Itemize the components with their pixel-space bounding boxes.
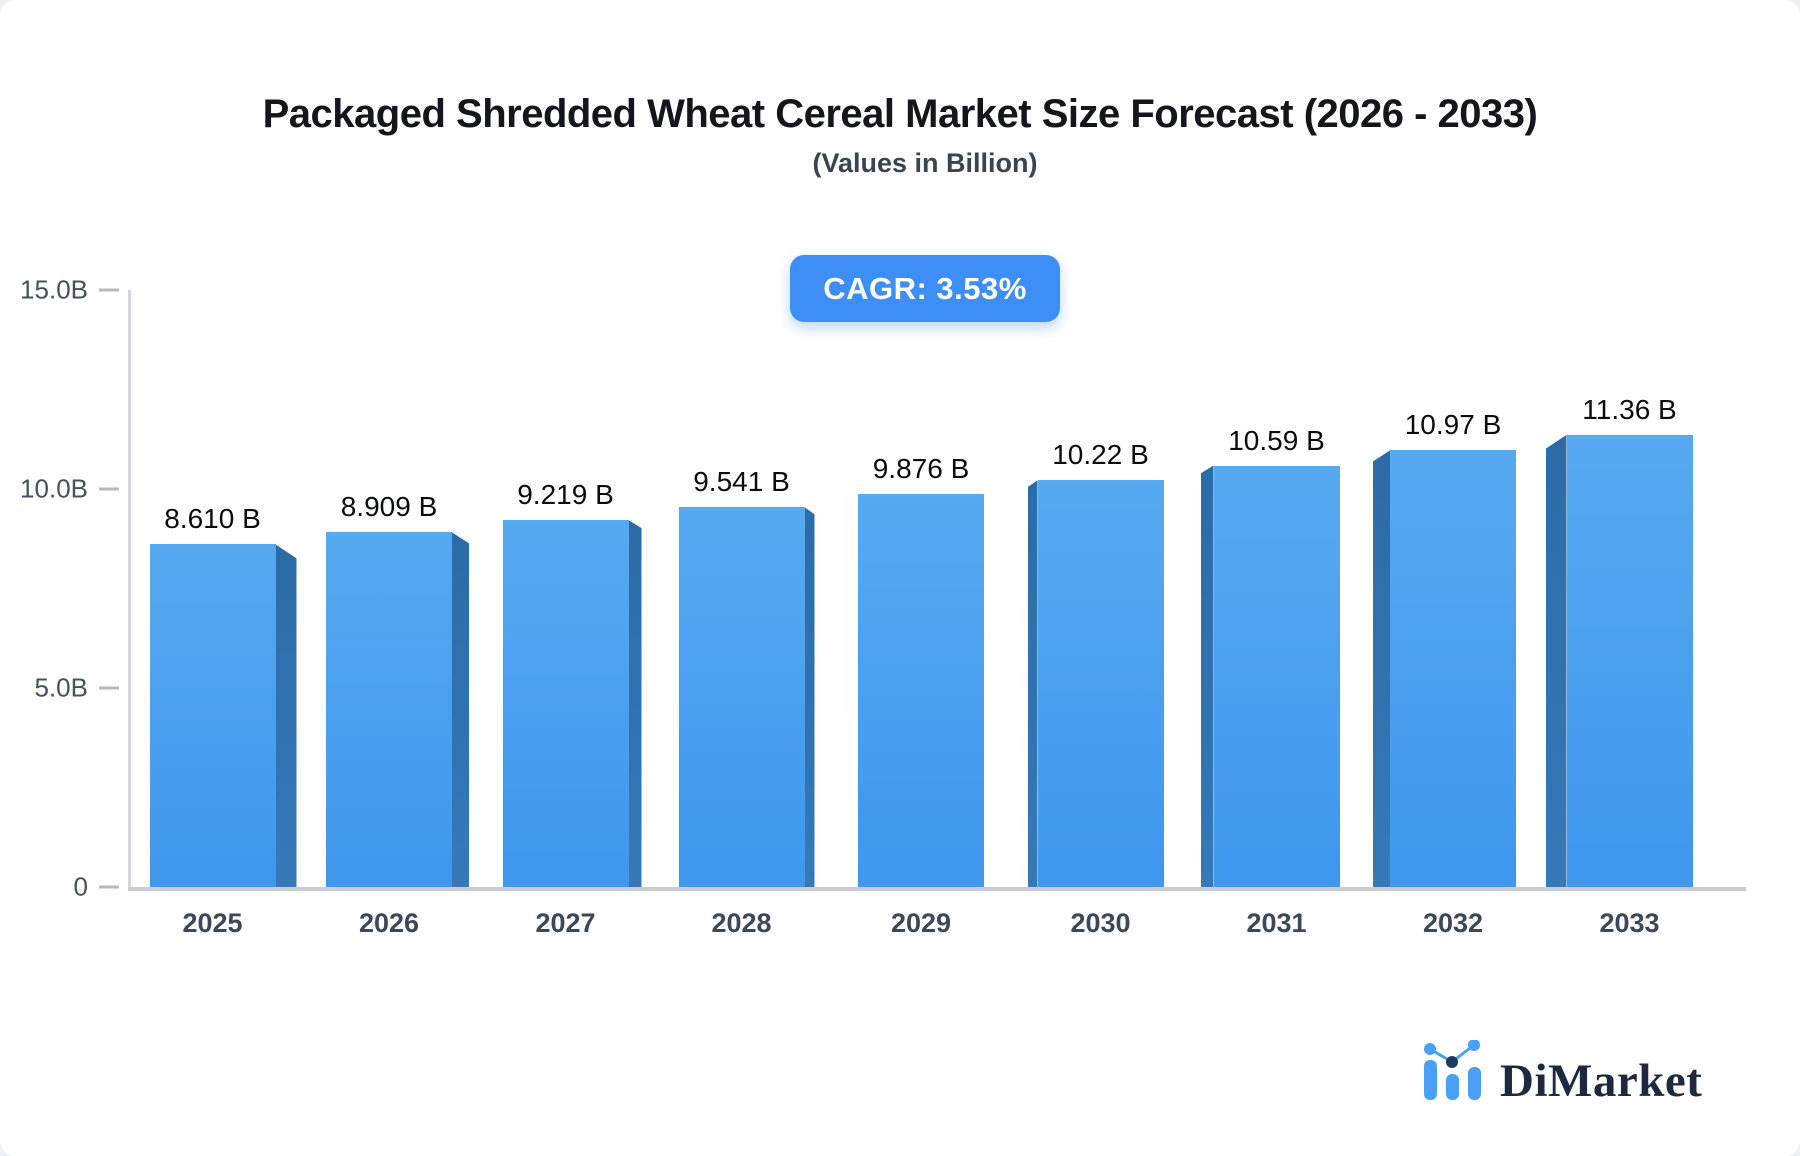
bar-2025: 8.610 B (149, 503, 297, 887)
y-tick-label: 15.0B (20, 274, 88, 305)
bar-value-label: 10.97 B (1404, 409, 1502, 441)
x-tick-label: 2033 (1599, 908, 1660, 938)
bar-side (452, 532, 469, 887)
bar-side (1027, 480, 1038, 887)
bar-value-label: 9.876 B (872, 452, 970, 484)
bar-face (858, 493, 984, 887)
bar-side (804, 507, 815, 887)
bar-2030: 10.22 B (1027, 439, 1164, 887)
plot-area: 8.610 B 8.909 B 9.219 B 9.541 B 9.876 B 10.22… (130, 290, 1742, 887)
cagr-badge: CAGR: 3.53% (790, 255, 1060, 322)
bar-side (1200, 465, 1214, 887)
bar-face (1037, 480, 1164, 887)
y-tick-dash (99, 288, 119, 292)
bar-2028: 9.541 B (678, 466, 815, 887)
x-tick-label: 2027 (535, 908, 596, 938)
bar-value-label: 10.59 B (1228, 424, 1325, 456)
bar-2031: 10.59 B (1200, 425, 1340, 887)
bar-side (1545, 434, 1567, 887)
chart-subtitle: (Values in Billion) (812, 148, 1038, 178)
bar-face (678, 507, 805, 887)
y-tick-dash (99, 487, 119, 491)
bar-face (149, 544, 276, 887)
x-tick-label: 2025 (182, 908, 243, 938)
bar-value-label: 8.909 B (340, 491, 438, 523)
bar-face (1213, 465, 1340, 887)
bar-value-label: 8.610 B (164, 503, 261, 535)
bar-2033: 11.36 B (1545, 394, 1693, 887)
x-tick-label: 2028 (711, 908, 772, 938)
y-axis-line (128, 290, 131, 890)
bar-face (326, 532, 452, 887)
bar-2026: 8.909 B (326, 491, 469, 887)
bar-side (275, 544, 297, 887)
bar-face (502, 520, 629, 887)
x-tick-label: 2026 (358, 908, 420, 938)
bar-2029: 9.876 B (858, 453, 984, 887)
bar-value-label: 11.36 B (1582, 393, 1677, 425)
bar-side (628, 520, 642, 887)
x-axis-line (128, 887, 1746, 891)
cagr-badge-label: CAGR: 3.53% (823, 270, 1027, 306)
chart-title: Packaged Shredded Wheat Cereal Market Si… (262, 92, 1538, 136)
x-tick-label: 2030 (1070, 908, 1131, 938)
bar-value-label: 9.541 B (693, 466, 790, 498)
bar-2032: 10.97 B (1373, 409, 1516, 887)
x-tick-label: 2032 (1422, 908, 1484, 938)
y-tick-label: 5.0B (34, 672, 89, 703)
brand-logo: DiMarket (1422, 1039, 1703, 1107)
bar-side (1373, 450, 1390, 887)
x-tick-label: 2029 (890, 908, 952, 938)
bar-value-label: 9.219 B (517, 479, 614, 511)
bar-face (1566, 434, 1693, 887)
bar-value-label: 10.22 B (1052, 439, 1149, 471)
y-tick-dash (99, 686, 119, 690)
bar-face (1390, 450, 1516, 887)
y-tick-label: 10.0B (20, 473, 88, 504)
brand-name: DiMarket (1500, 1055, 1703, 1107)
dimarket-bars-trend-icon (1422, 1039, 1486, 1105)
y-tick-label: 0 (73, 871, 88, 902)
y-tick-dash (99, 885, 119, 889)
bar-2027: 9.219 B (502, 479, 642, 887)
x-tick-label: 2031 (1246, 908, 1307, 938)
